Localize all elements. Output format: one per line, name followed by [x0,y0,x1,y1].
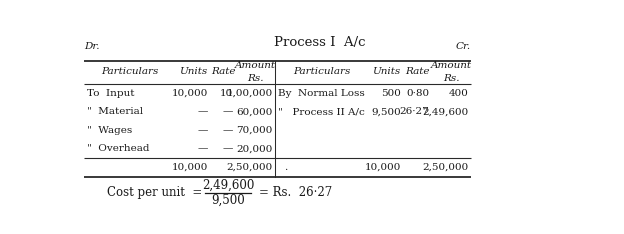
Text: Units: Units [179,67,207,76]
Text: —: — [223,144,233,154]
Text: 0·80: 0·80 [406,89,429,98]
Text: —: — [223,126,233,135]
Text: 2,49,600: 2,49,600 [422,107,468,116]
Text: 70,000: 70,000 [236,126,273,135]
Text: Cr.: Cr. [456,42,470,51]
Text: —: — [198,107,208,116]
Text: "  Overhead: " Overhead [87,144,149,154]
Text: —: — [198,126,208,135]
Text: .: . [284,163,287,172]
Text: "  Material: " Material [87,107,143,116]
Text: 2,50,000: 2,50,000 [422,163,468,172]
Text: Dr.: Dr. [84,42,99,51]
Text: 9,500: 9,500 [371,107,401,116]
Text: Process I  A/c: Process I A/c [274,36,366,49]
Text: 10,000: 10,000 [172,163,208,172]
Text: —: — [223,107,233,116]
Text: Units: Units [372,67,400,76]
Text: Rate: Rate [211,67,235,76]
Text: 20,000: 20,000 [236,144,273,154]
Text: By  Normal Loss: By Normal Loss [278,89,365,98]
Text: —: — [198,144,208,154]
Text: "   Process II A/c: " Process II A/c [278,107,365,116]
Text: To  Input: To Input [87,89,134,98]
Text: 9,500: 9,500 [211,194,245,207]
Text: Particulars: Particulars [293,67,351,76]
Text: 2,49,600: 2,49,600 [202,179,254,192]
Text: 2,50,000: 2,50,000 [227,163,273,172]
Text: Amount
Rs.: Amount Rs. [235,61,276,83]
Text: Rate: Rate [405,67,430,76]
Text: 1,00,000: 1,00,000 [227,89,273,98]
Text: Particulars: Particulars [101,67,158,76]
Text: = Rs.  26·27: = Rs. 26·27 [260,186,333,199]
Text: 400: 400 [449,89,468,98]
Text: 10: 10 [220,89,233,98]
Text: "  Wages: " Wages [87,126,132,135]
Text: Amount
Rs.: Amount Rs. [431,61,472,83]
Text: 500: 500 [381,89,401,98]
Text: 60,000: 60,000 [236,107,273,116]
Text: 26·27: 26·27 [399,107,429,116]
Text: Cost per unit  =: Cost per unit = [107,186,202,199]
Text: 10,000: 10,000 [364,163,401,172]
Text: 10,000: 10,000 [172,89,208,98]
